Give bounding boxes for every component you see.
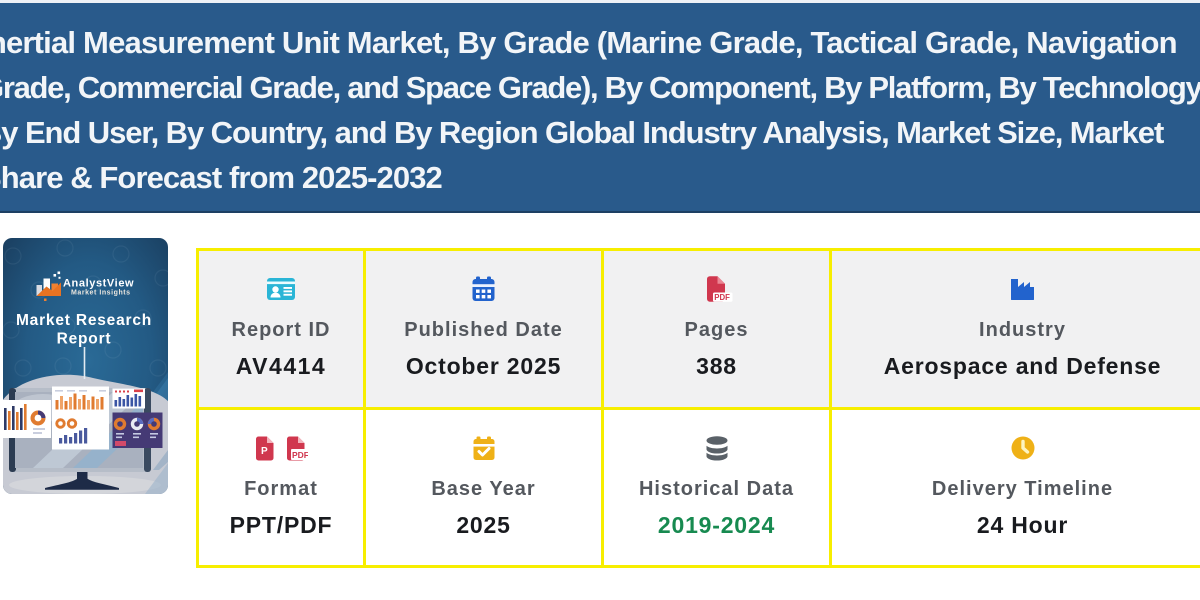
svg-text:PDF: PDF (292, 450, 308, 460)
svg-text:AnalystView: AnalystView (63, 278, 134, 290)
svg-text:Market Insights: Market Insights (71, 289, 131, 296)
svg-text:Report: Report (57, 331, 112, 348)
svg-text:Market Research: Market Research (16, 312, 152, 329)
svg-text:PDF: PDF (714, 293, 730, 302)
svg-text:P: P (261, 446, 268, 457)
